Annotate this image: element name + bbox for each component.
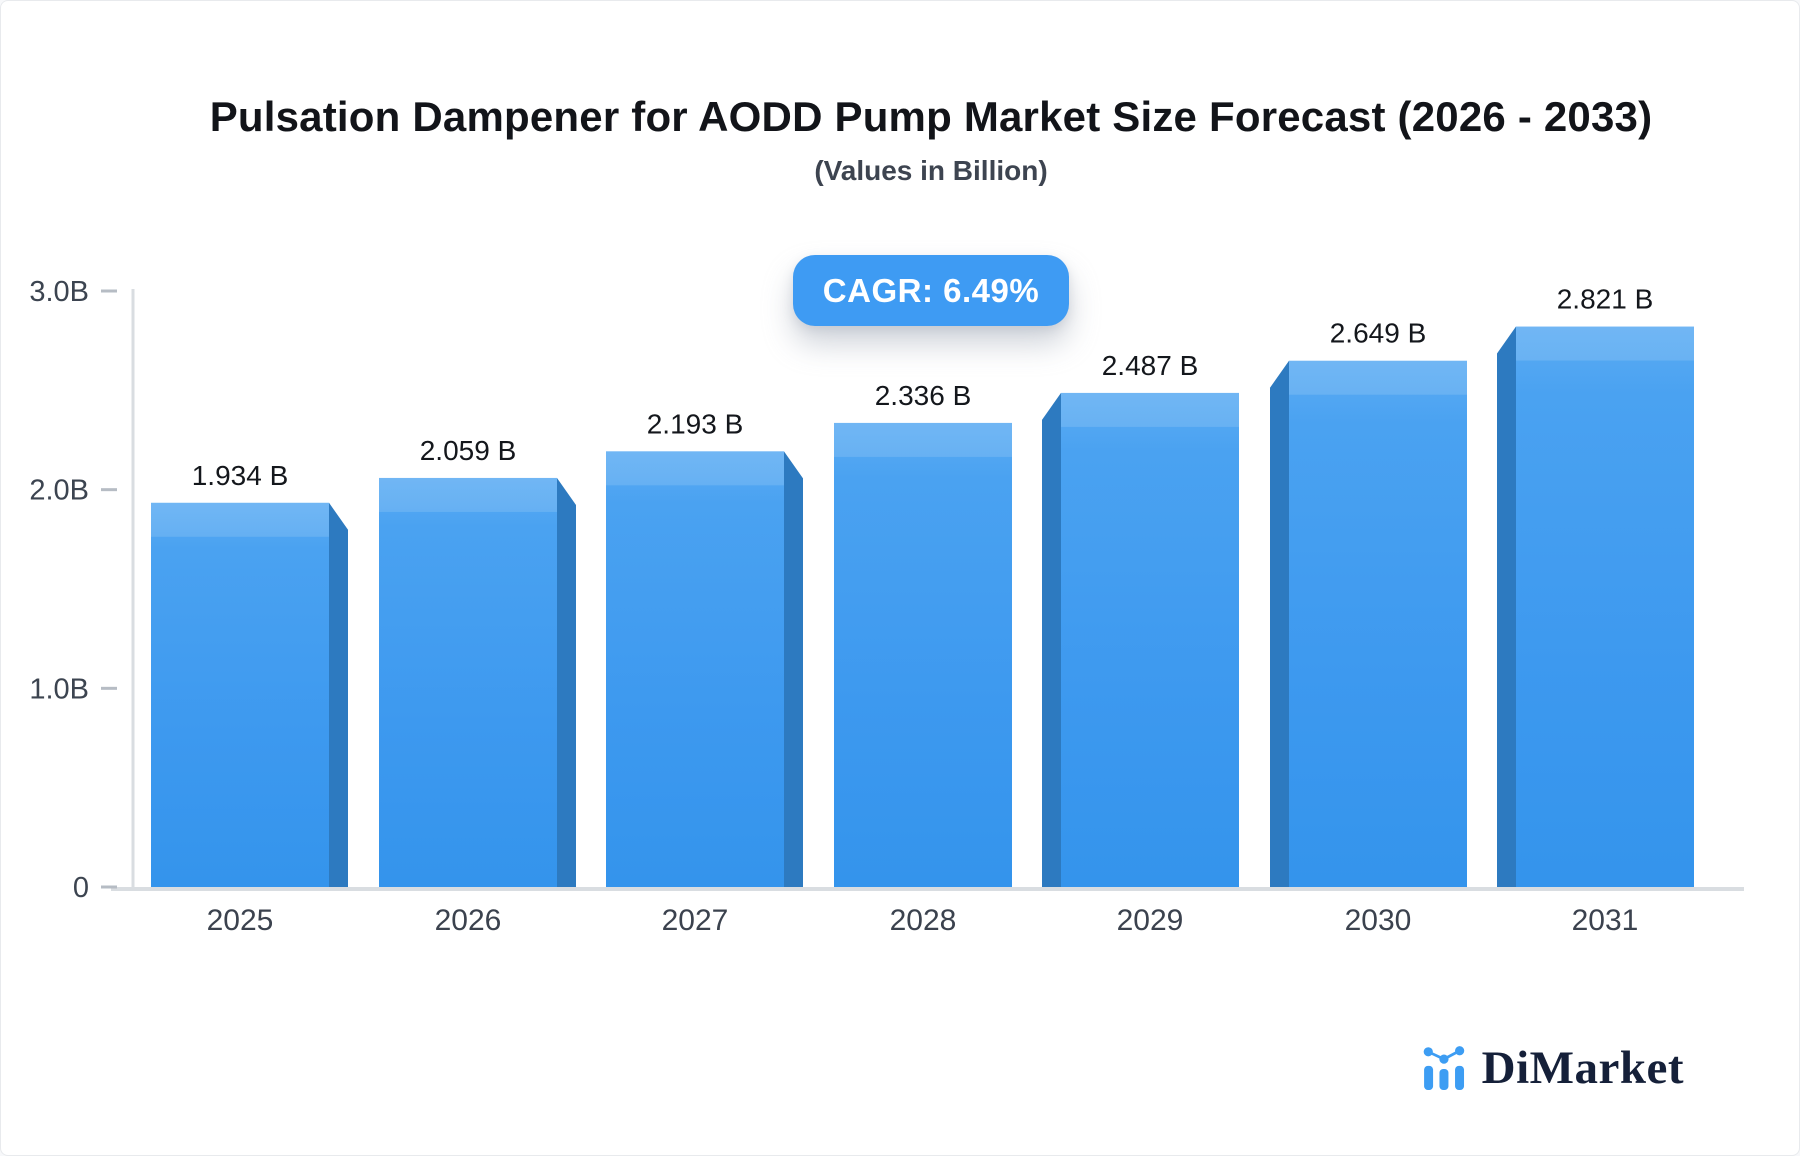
bar-group-2030: 2.649 B 2030 bbox=[1270, 318, 1467, 937]
bar-side-face bbox=[557, 477, 576, 887]
x-tick-label: 2026 bbox=[435, 904, 502, 937]
y-tick-label: 2.0B bbox=[29, 475, 89, 507]
bar-side-face bbox=[329, 502, 348, 887]
bar-top-highlight bbox=[151, 502, 329, 537]
bar-top-highlight bbox=[834, 422, 1012, 457]
y-tick-label: 0 bbox=[73, 872, 89, 904]
bar-front-face bbox=[1289, 360, 1467, 887]
bar-front-face bbox=[1061, 392, 1239, 887]
bar-value-label: 2.059 B bbox=[420, 435, 517, 466]
brand-logo: DiMarket bbox=[1422, 1041, 1684, 1095]
x-tick-label: 2025 bbox=[207, 904, 274, 937]
bar-top-highlight bbox=[1516, 326, 1694, 361]
bar-front-face bbox=[379, 477, 557, 887]
bar-value-label: 1.934 B bbox=[192, 460, 289, 491]
bar-top-highlight bbox=[1289, 360, 1467, 395]
bar-group-2031: 2.821 B 2031 bbox=[1497, 284, 1694, 937]
bar-value-label: 2.487 B bbox=[1102, 350, 1199, 381]
bar-front-face bbox=[606, 451, 784, 887]
x-tick-label: 2028 bbox=[890, 904, 957, 937]
bar-value-label: 2.821 B bbox=[1557, 284, 1654, 315]
bar-front-face bbox=[1516, 326, 1694, 887]
y-tick-label: 1.0B bbox=[29, 673, 89, 705]
cagr-badge: CAGR: 6.49% bbox=[793, 255, 1069, 326]
y-tick-label: 3.0B bbox=[29, 276, 89, 308]
bar-group-2028: 2.336 B 2028 bbox=[834, 380, 1012, 937]
x-tick-label: 2031 bbox=[1572, 904, 1639, 937]
bar-side-face bbox=[1042, 392, 1061, 887]
x-tick-label: 2029 bbox=[1117, 904, 1184, 937]
x-tick-label: 2030 bbox=[1345, 904, 1412, 937]
bar-top-highlight bbox=[606, 451, 784, 486]
x-tick-label: 2027 bbox=[662, 904, 729, 937]
bar-front-face bbox=[834, 422, 1012, 887]
bar-side-face bbox=[784, 451, 803, 887]
bar-value-label: 2.193 B bbox=[647, 408, 744, 439]
bar-top-highlight bbox=[1061, 392, 1239, 427]
bar-value-label: 2.649 B bbox=[1330, 318, 1427, 349]
bar-value-label: 2.336 B bbox=[875, 380, 972, 411]
bar-side-face bbox=[1497, 326, 1516, 887]
dimarket-logo-icon bbox=[1423, 1046, 1464, 1090]
bar-group-2027: 2.193 B 2027 bbox=[606, 408, 803, 937]
bar-side-face bbox=[1270, 360, 1289, 887]
bar-front-face bbox=[151, 502, 329, 887]
bar-group-2025: 1.934 B 2025 bbox=[151, 460, 348, 937]
bar-group-2029: 2.487 B 2029 bbox=[1042, 350, 1239, 937]
bar-top-highlight bbox=[379, 477, 557, 512]
brand-name: DiMarket bbox=[1481, 1042, 1684, 1094]
cagr-badge-label: CAGR: 6.49% bbox=[822, 271, 1040, 309]
bar-group-2026: 2.059 B 2026 bbox=[379, 435, 576, 937]
